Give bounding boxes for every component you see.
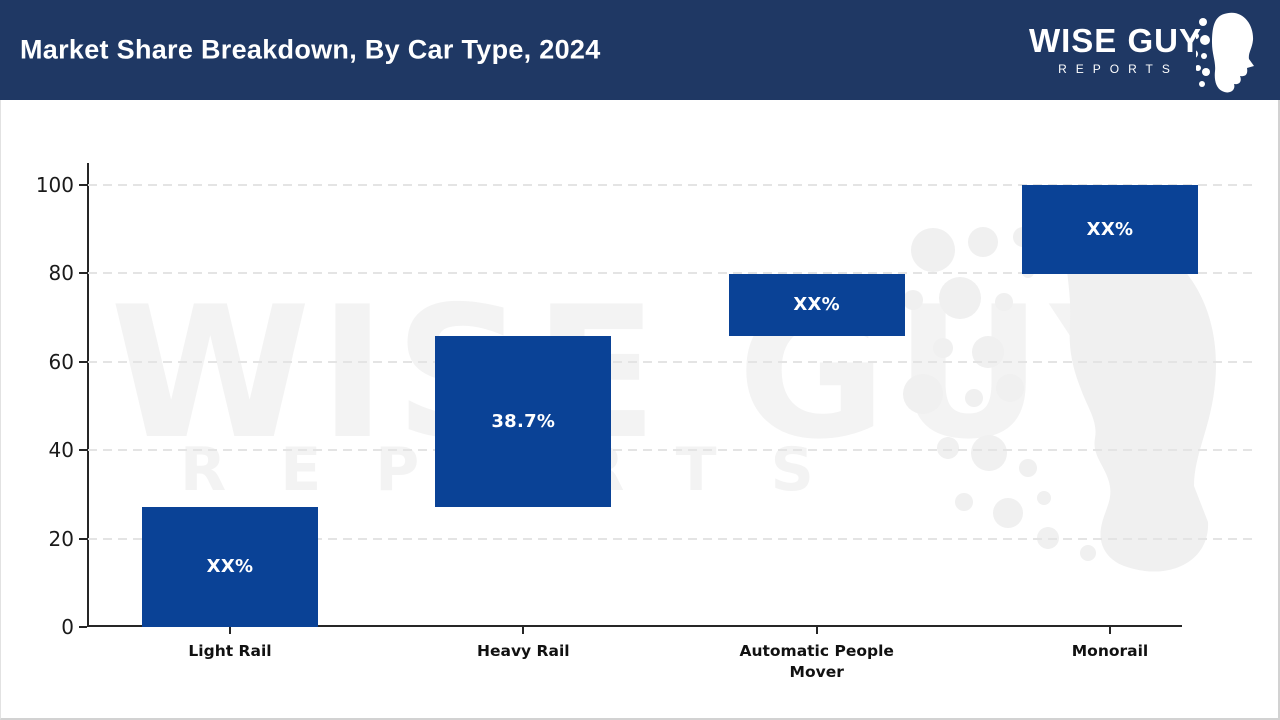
y-tick-label-60: 60 xyxy=(48,349,74,374)
brand-logo: WISE GUY REPORTS xyxy=(1018,6,1268,96)
y-axis-line xyxy=(87,163,89,627)
x-category-label-automatic-people-mover: Automatic People Mover xyxy=(739,642,894,681)
bar-value-label: XX% xyxy=(206,556,254,578)
y-tick-label-100: 100 xyxy=(35,173,74,197)
gridline-100 xyxy=(88,184,1253,186)
bar-light-rail: XX% xyxy=(142,506,318,627)
bar-heavy-rail: 38.7% xyxy=(435,335,612,507)
gridline-40 xyxy=(88,449,1253,452)
x-axis-line xyxy=(87,625,1182,627)
y-tick-label-80: 80 xyxy=(48,261,74,286)
bar-value-label: XX% xyxy=(793,294,841,316)
page-title: Market Share Breakdown, By Car Type, 202… xyxy=(20,34,601,65)
y-tickmark-20 xyxy=(79,537,87,540)
bar-value-label: XX% xyxy=(1086,218,1134,240)
x-category-label-light-rail: Light Rail xyxy=(188,642,272,660)
y-tickmark-0 xyxy=(79,626,87,628)
y-tick-label-0: 0 xyxy=(61,615,74,639)
y-tickmark-40 xyxy=(79,449,87,452)
x-tickmark-heavy-rail xyxy=(522,627,525,634)
y-tickmark-60 xyxy=(79,360,87,363)
watermark-brand-text: WISE GUY xyxy=(110,267,1191,479)
y-tickmark-100 xyxy=(79,184,87,186)
gridline-60 xyxy=(88,360,1253,363)
brand-logo-text: WISE GUY REPORTS xyxy=(1028,22,1202,76)
x-category-label-heavy-rail: Heavy Rail xyxy=(477,642,570,660)
x-tickmark-automatic-people-mover xyxy=(815,627,818,634)
brand-name: WISE GUY xyxy=(1028,22,1202,59)
bar-value-label: 38.7% xyxy=(491,410,556,432)
dotted-head-profile-icon xyxy=(1189,10,1268,98)
gridline-80 xyxy=(88,272,1253,275)
y-tickmark-80 xyxy=(79,272,87,275)
x-tickmark-monorail xyxy=(1109,627,1111,634)
bar-monorail: XX% xyxy=(1022,185,1198,274)
y-tick-label-20: 20 xyxy=(48,526,74,551)
bar-automatic-people-mover: XX% xyxy=(728,273,905,336)
x-category-label-monorail: Monorail xyxy=(1071,642,1149,660)
y-tick-label-40: 40 xyxy=(48,438,74,463)
brand-subtitle: REPORTS xyxy=(1058,61,1179,76)
header-bar: Market Share Breakdown, By Car Type, 202… xyxy=(0,0,1280,100)
gridline-20 xyxy=(88,537,1253,540)
x-tickmark-light-rail xyxy=(229,627,231,634)
